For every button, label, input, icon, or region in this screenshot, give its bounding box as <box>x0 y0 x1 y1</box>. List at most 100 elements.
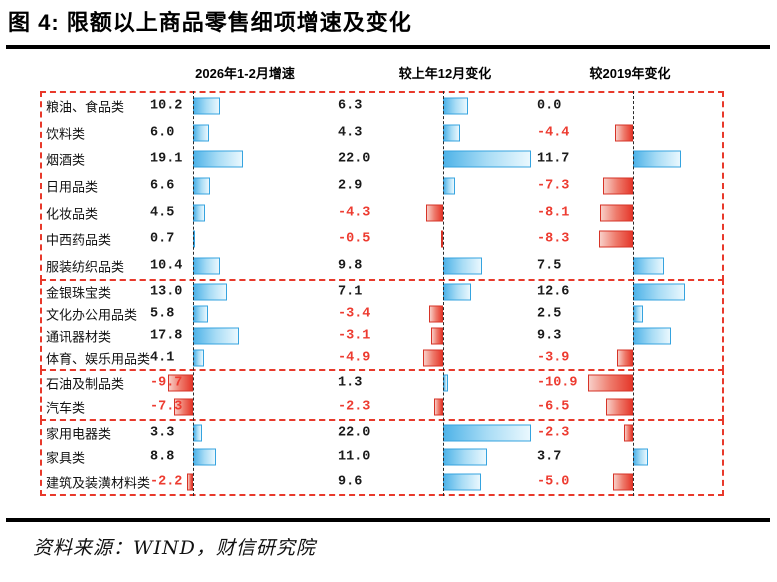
value-cell: 10.2 <box>150 98 183 114</box>
positive-bar <box>193 124 209 142</box>
value-cell: 11.0 <box>338 449 371 465</box>
value-cell: -2.3 <box>537 425 570 441</box>
category-label: 通讯器材类 <box>46 329 112 345</box>
source-note: 资料来源：WIND，财信研究院 <box>33 537 316 559</box>
value-cell: 9.8 <box>338 258 363 274</box>
table-row: 烟酒类 19.1 22.0 11.7 <box>42 146 722 173</box>
positive-bar <box>633 150 681 168</box>
positive-bar <box>633 305 644 323</box>
value-cell: 12.6 <box>537 284 570 300</box>
value-cell: -6.5 <box>537 399 570 415</box>
negative-bar <box>425 204 443 222</box>
negative-bar <box>441 230 443 248</box>
positive-bar <box>193 97 220 115</box>
positive-bar <box>193 305 209 323</box>
value-cell: -0.5 <box>338 231 371 247</box>
table-row: 文化办公用品类 5.8 -3.4 2.5 <box>42 303 722 325</box>
value-cell: -2.3 <box>338 399 371 415</box>
positive-bar <box>443 473 482 491</box>
positive-bar <box>443 124 461 142</box>
negative-bar <box>430 327 443 345</box>
table-row: 服装纺织品类 10.4 9.8 7.5 <box>42 252 722 279</box>
positive-bar <box>193 150 243 168</box>
value-cell: 6.0 <box>150 125 175 141</box>
positive-bar <box>633 327 672 345</box>
category-label: 服装纺织品类 <box>46 259 125 275</box>
positive-bar <box>633 283 685 301</box>
table-row: 日用品类 6.6 2.9 -7.3 <box>42 173 722 200</box>
table-row: 家用电器类 3.3 22.0 -2.3 <box>42 421 722 445</box>
column-header-vs-dec: 较上年12月变化 <box>398 66 492 81</box>
negative-bar <box>588 374 633 392</box>
value-cell: 10.4 <box>150 258 183 274</box>
figure-title: 图 4: 限额以上商品零售细项增速及变化 <box>8 10 412 35</box>
value-cell: -3.4 <box>338 306 371 322</box>
value-cell: 6.3 <box>338 98 363 114</box>
positive-bar <box>193 177 211 195</box>
positive-bar <box>443 97 469 115</box>
value-cell: -3.1 <box>338 328 371 344</box>
category-label: 汽车类 <box>46 400 86 416</box>
category-label: 烟酒类 <box>46 152 86 168</box>
positive-bar <box>443 150 531 168</box>
value-cell: 9.6 <box>338 474 363 490</box>
negative-bar <box>423 349 443 367</box>
positive-bar <box>193 424 202 442</box>
positive-bar <box>193 327 240 345</box>
value-cell: -8.3 <box>537 231 570 247</box>
category-label: 日用品类 <box>46 179 99 195</box>
table-row: 通讯器材类 17.8 -3.1 9.3 <box>42 325 722 347</box>
value-cell: -5.0 <box>537 474 570 490</box>
value-cell: 7.5 <box>537 258 562 274</box>
table-row: 中西药品类 0.7 -0.5 -8.3 <box>42 226 722 253</box>
value-cell: 11.7 <box>537 151 570 167</box>
title-divider <box>6 45 770 49</box>
column-header-vs-2019: 较2019年变化 <box>589 66 671 81</box>
table-row: 体育、娱乐用品类 4.1 -4.9 -3.9 <box>42 347 722 369</box>
category-label: 家具类 <box>46 450 86 466</box>
negative-bar <box>433 398 443 416</box>
footer-divider <box>6 518 770 522</box>
negative-bar <box>617 349 633 367</box>
value-cell: 3.3 <box>150 425 175 441</box>
positive-bar <box>193 448 216 466</box>
value-cell: -4.3 <box>338 205 371 221</box>
positive-bar <box>193 283 227 301</box>
zero-axis-panel1 <box>193 91 194 496</box>
category-group-oil-auto: 石油及制品类 -9.7 1.3 -10.9 汽车类 -7.3 -2.3 -6.5 <box>40 369 724 421</box>
value-cell: 8.8 <box>150 449 175 465</box>
value-cell: 2.5 <box>537 306 562 322</box>
table-row: 汽车类 -7.3 -2.3 -6.5 <box>42 395 722 419</box>
negative-bar <box>623 424 633 442</box>
value-cell: 9.3 <box>537 328 562 344</box>
table-row: 石油及制品类 -9.7 1.3 -10.9 <box>42 371 722 395</box>
negative-bar <box>603 177 633 195</box>
positive-bar <box>193 257 221 275</box>
negative-bar <box>612 473 633 491</box>
positive-bar <box>443 283 472 301</box>
value-cell: -4.4 <box>537 125 570 141</box>
chart-area: 粮油、食品类 10.2 6.3 0.0 饮料类 6.0 4.3 -4.4 烟酒类 19.1 22.0… <box>40 91 724 496</box>
value-cell: 3.7 <box>537 449 562 465</box>
category-label: 文化办公用品类 <box>46 307 138 323</box>
value-cell: -2.2 <box>150 474 183 490</box>
value-cell: 0.0 <box>537 98 562 114</box>
value-cell: 22.0 <box>338 425 371 441</box>
negative-bar <box>599 204 633 222</box>
column-header-growth: 2026年1-2月增速 <box>195 66 295 81</box>
value-cell: 17.8 <box>150 328 183 344</box>
negative-bar <box>167 374 193 392</box>
negative-bar <box>174 398 193 416</box>
table-row: 化妆品类 4.5 -4.3 -8.1 <box>42 199 722 226</box>
category-label: 化妆品类 <box>46 206 99 222</box>
positive-bar <box>193 204 205 222</box>
category-label: 建筑及装潢材料类 <box>46 475 151 491</box>
value-cell: 4.1 <box>150 350 175 366</box>
table-row: 粮油、食品类 10.2 6.3 0.0 <box>42 93 722 120</box>
value-cell: 22.0 <box>338 151 371 167</box>
value-cell: -7.3 <box>150 399 183 415</box>
category-label: 金银珠宝类 <box>46 285 112 301</box>
positive-bar <box>443 448 487 466</box>
category-label: 体育、娱乐用品类 <box>46 351 151 367</box>
